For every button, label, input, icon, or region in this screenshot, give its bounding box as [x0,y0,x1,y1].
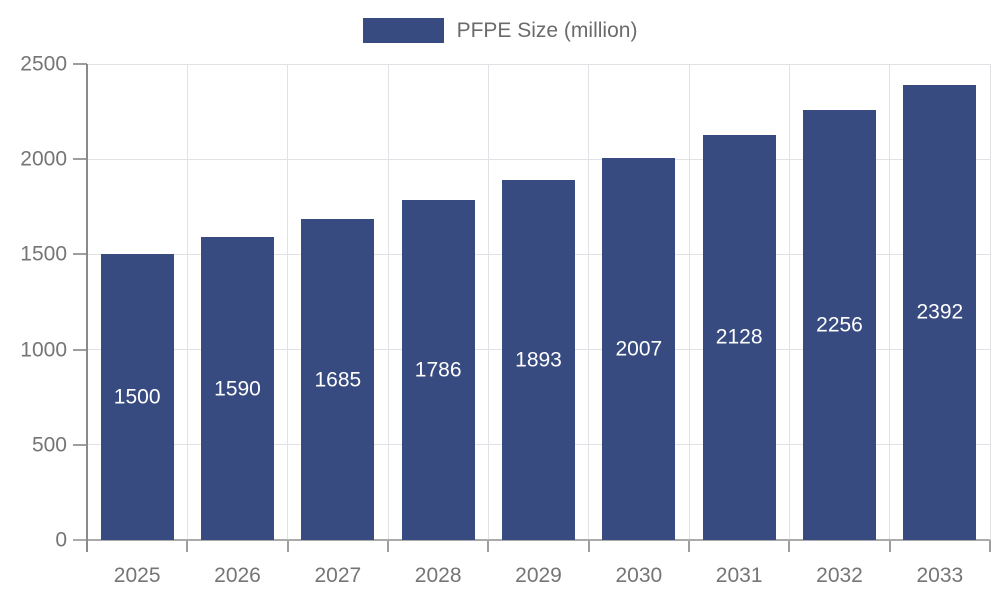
legend-item[interactable]: PFPE Size (million) [0,18,1000,43]
x-axis-line [73,539,990,541]
bar-value-label: 1893 [515,348,562,372]
x-tick-label: 2029 [515,564,562,587]
bar-2027[interactable] [301,219,375,540]
x-tick-label: 2026 [214,564,261,587]
bar-2025[interactable] [100,254,174,540]
gridline-vertical [186,64,188,540]
x-axis-tick [387,540,389,552]
y-axis-tick [73,443,87,446]
x-tick-label: 2025 [113,564,161,587]
bar-2032[interactable] [803,110,876,540]
gridline-vertical [688,64,690,540]
bar-2033[interactable] [903,84,977,540]
y-axis-line [86,64,88,552]
gridline-vertical [287,64,289,540]
y-tick-label: 1000 [20,338,67,362]
y-tick-label: 500 [31,433,67,457]
bar-value-label: 1786 [414,358,462,382]
x-tick-label: 2030 [615,564,663,587]
x-tick-label: 2033 [916,564,964,587]
bar-value-label: 2128 [715,325,763,349]
y-axis-tick [73,63,87,65]
gridline-vertical [989,64,991,540]
bar-value-label: 1685 [314,368,362,392]
bar-2030[interactable] [602,157,676,540]
y-tick-label: 2000 [20,147,67,171]
legend-label: PFPE Size (million) [456,18,638,42]
y-axis-tick [73,158,87,161]
x-tick-label: 2028 [414,564,462,587]
gridline-vertical [588,64,590,540]
bar-2031[interactable] [702,134,776,540]
gridline-vertical [889,64,891,540]
x-axis-tick [587,540,590,552]
bar-value-label: 2392 [916,300,964,324]
y-axis-tick [73,348,87,351]
gridline-vertical [487,64,489,540]
x-axis-tick [286,540,289,552]
bar-value-label: 1500 [113,385,161,409]
gridline-vertical [387,64,389,540]
x-axis-tick [487,540,490,552]
y-tick-label: 0 [55,528,67,552]
gridline-horizontal [87,158,990,160]
bar-2029[interactable] [502,179,575,540]
x-axis-tick [989,540,991,552]
x-axis-tick [186,540,189,552]
x-tick-label: 2032 [816,564,863,587]
gridline-vertical [788,64,790,540]
legend-swatch [362,18,444,43]
y-tick-label: 1500 [20,242,67,266]
bar-value-label: 1590 [214,377,261,401]
x-tick-label: 2027 [314,564,362,587]
x-axis-tick [888,540,891,552]
bar-value-label: 2007 [615,337,663,361]
y-axis-tick [73,253,87,256]
bar-2026[interactable] [201,237,274,540]
y-tick-label: 2500 [20,52,67,76]
x-tick-label: 2031 [715,564,763,587]
x-axis-tick [688,540,690,552]
bar-2028[interactable] [401,199,475,540]
bar-value-label: 2256 [816,313,863,337]
x-axis-tick [788,540,791,552]
gridline-horizontal [87,63,990,65]
